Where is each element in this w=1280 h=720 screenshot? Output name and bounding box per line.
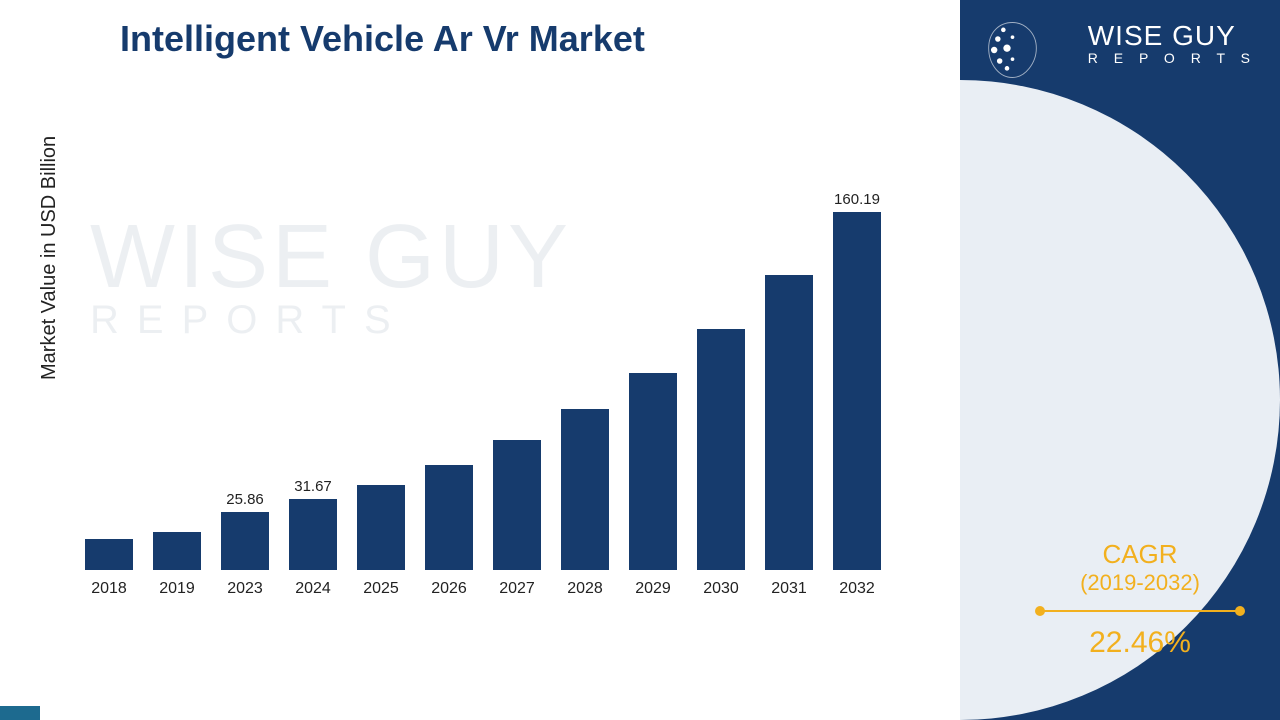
cagr-divider <box>1040 610 1240 612</box>
logo-text: WISE GUY R E P O R T S <box>1088 20 1256 66</box>
x-tick-label: 2024 <box>295 580 331 598</box>
bar <box>85 539 133 570</box>
y-axis-label: Market Value in USD Billion <box>38 136 61 380</box>
bar <box>425 465 473 570</box>
x-tick-label: 2023 <box>227 580 263 598</box>
x-tick-label: 2031 <box>771 580 807 598</box>
cagr-range: (2019-2032) <box>1040 570 1240 596</box>
cagr-value: 22.46% <box>1040 626 1240 660</box>
bar <box>561 409 609 570</box>
x-tick-label: 2030 <box>703 580 739 598</box>
x-tick-label: 2019 <box>159 580 195 598</box>
bar-value-label: 25.86 <box>226 491 264 508</box>
x-tick-label: 2027 <box>499 580 535 598</box>
bar <box>221 512 269 570</box>
x-tick-label: 2026 <box>431 580 467 598</box>
x-tick-label: 2028 <box>567 580 603 598</box>
bar-chart: 2018 2019 2023 25.86 2024 31.67 2025 2026 2027 20… <box>75 180 895 600</box>
bar-value-label: 31.67 <box>294 478 332 495</box>
bar <box>153 532 201 570</box>
logo-sub: R E P O R T S <box>1088 50 1256 66</box>
bar <box>357 485 405 570</box>
page: WISE GUY REPORTS Intelligent Vehicle Ar … <box>0 0 1280 720</box>
x-tick-label: 2025 <box>363 580 399 598</box>
bar <box>289 499 337 570</box>
bar <box>629 373 677 570</box>
bar <box>493 440 541 570</box>
x-tick-label: 2029 <box>635 580 671 598</box>
x-tick-label: 2018 <box>91 580 127 598</box>
logo-head-icon <box>985 20 1040 80</box>
cagr-label: CAGR <box>1040 539 1240 570</box>
bar <box>765 275 813 570</box>
bar-value-label: 160.19 <box>834 191 880 208</box>
footer-accent <box>0 706 40 720</box>
logo-main: WISE GUY <box>1088 20 1256 52</box>
x-tick-label: 2032 <box>839 580 875 598</box>
chart-title: Intelligent Vehicle Ar Vr Market <box>120 18 645 60</box>
cagr-block: CAGR (2019-2032) 22.46% <box>1040 539 1240 660</box>
bar <box>697 329 745 570</box>
bar <box>833 212 881 570</box>
